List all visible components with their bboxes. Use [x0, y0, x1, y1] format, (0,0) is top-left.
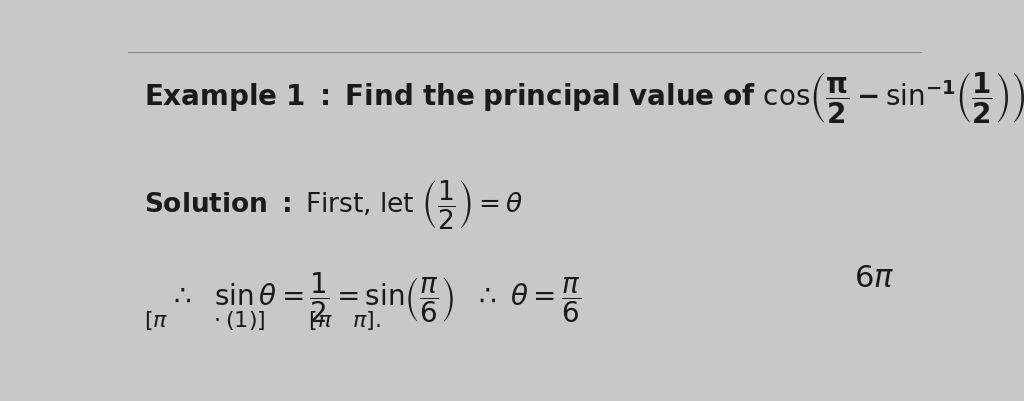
Text: $\therefore\ \ \sin\theta = \dfrac{1}{2} = \sin\!\left(\dfrac{\pi}{6}\right)\ \ : $\therefore\ \ \sin\theta = \dfrac{1}{2}…	[168, 270, 581, 325]
Text: $6\pi$: $6\pi$	[854, 264, 894, 293]
Text: $\bf{Solution\ :}$ First, let $\left(\dfrac{1}{2}\right) = \theta$: $\bf{Solution\ :}$ First, let $\left(\df…	[143, 178, 523, 231]
Text: $\bf{Example\ 1\ :\ Find\ the\ principal\ value\ of\ }\cos\!\left(\dfrac{\pi}{2}: $\bf{Example\ 1\ :\ Find\ the\ principal…	[143, 70, 1024, 125]
Text: $\left[\pi \qquad \cdot\left(1\right)\right] \qquad \left[\pi \quad \pi\right].$: $\left[\pi \qquad \cdot\left(1\right)\ri…	[143, 309, 381, 332]
